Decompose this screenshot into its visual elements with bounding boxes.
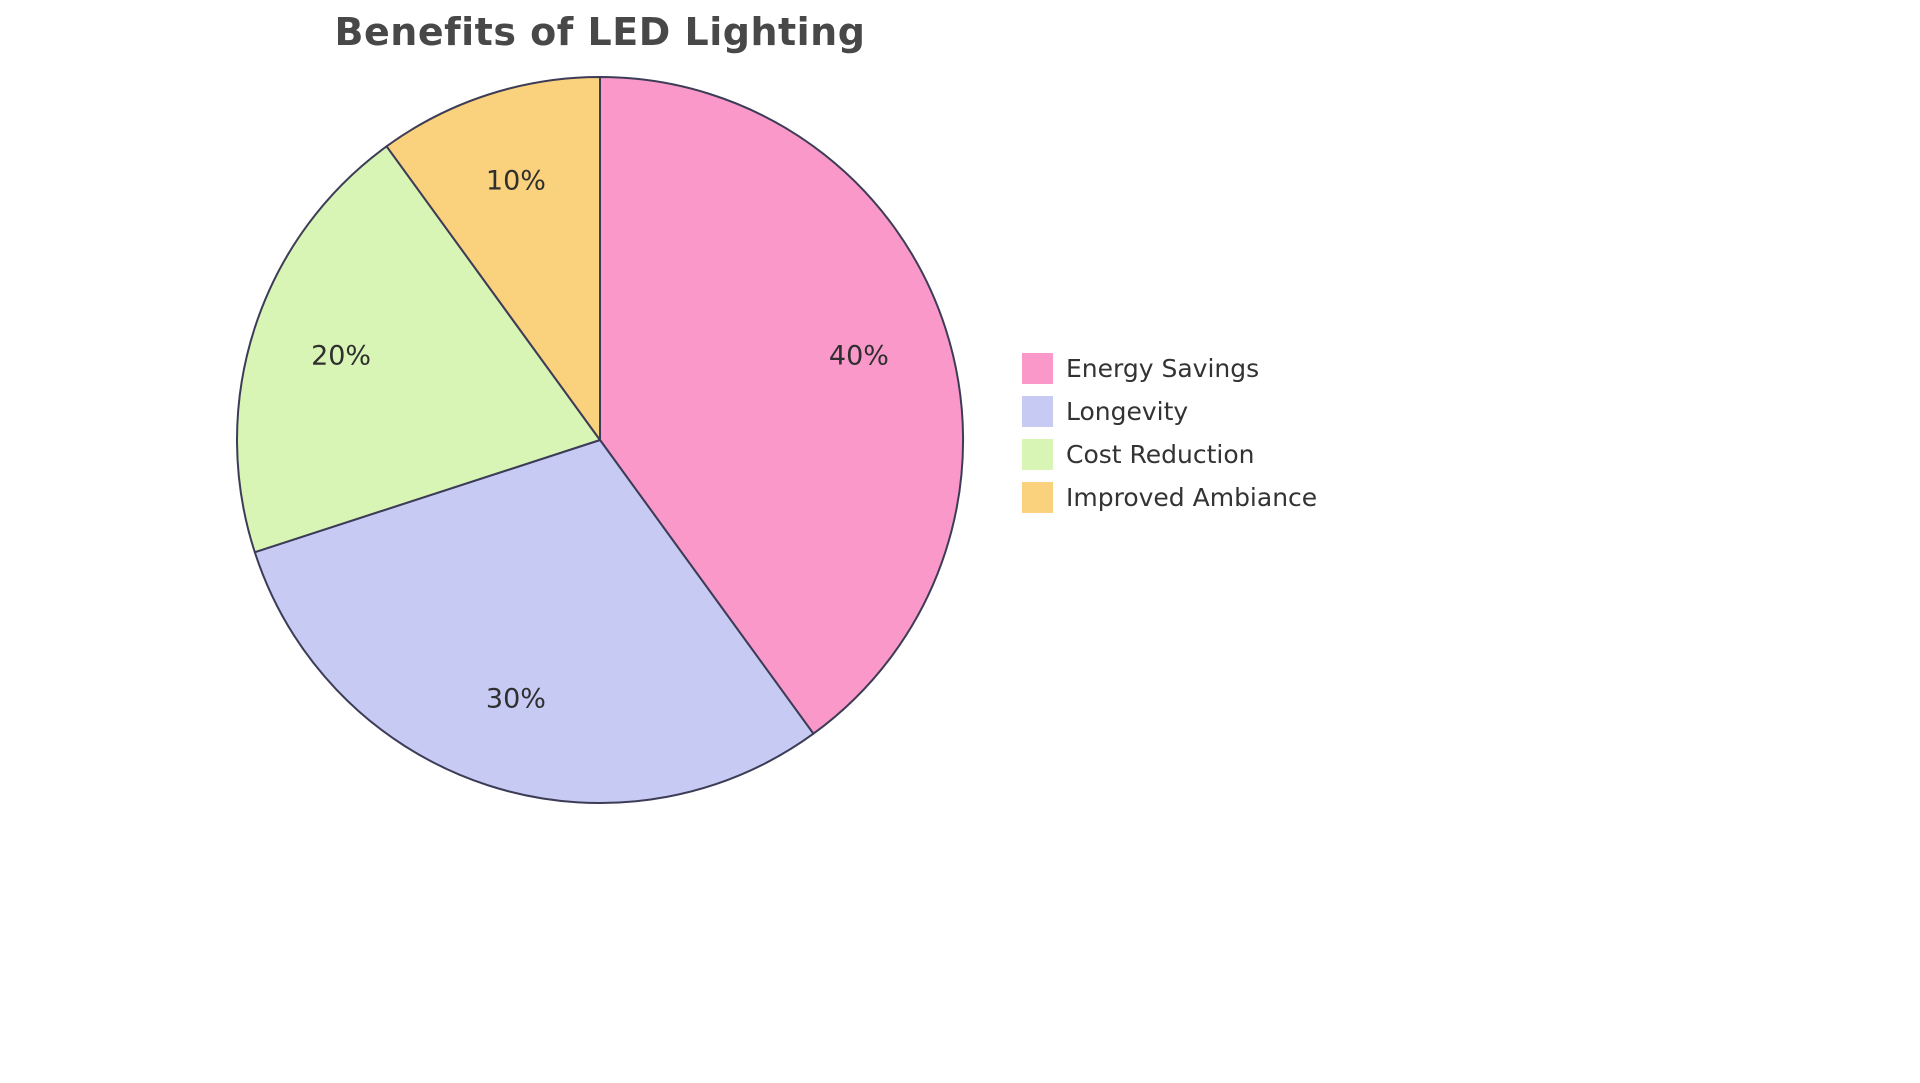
chart-title: Benefits of LED Lighting [334, 10, 866, 54]
pie-slice-energy-savings [599, 76, 965, 735]
legend-item-cost-reduction: Cost Reduction [1022, 439, 1317, 470]
legend-swatch-improved-ambiance [1022, 482, 1053, 513]
legend-swatch-longevity [1022, 396, 1053, 427]
legend: Energy Savings Longevity Cost Reduction Imp… [1022, 353, 1317, 513]
legend-label-longevity: Longevity [1066, 397, 1189, 426]
slice-label-energy-savings: 40% [829, 340, 889, 371]
slice-label-longevity: 30% [486, 683, 546, 714]
legend-item-longevity: Longevity [1022, 396, 1317, 427]
pie-slice-improved-ambiance [385, 76, 601, 441]
legend-item-energy-savings: Energy Savings [1022, 353, 1317, 384]
pie-slice-cost-reduction [236, 145, 601, 554]
legend-swatch-energy-savings [1022, 353, 1053, 384]
legend-label-improved-ambiance: Improved Ambiance [1066, 483, 1318, 512]
legend-label-energy-savings: Energy Savings [1066, 354, 1260, 383]
slice-label-cost-reduction: 20% [311, 340, 371, 371]
slice-label-improved-ambiance: 10% [486, 166, 546, 197]
legend-label-cost-reduction: Cost Reduction [1066, 440, 1255, 469]
legend-swatch-cost-reduction [1022, 439, 1053, 470]
legend-item-improved-ambiance: Improved Ambiance [1022, 482, 1317, 513]
pie-slice-longevity [253, 439, 815, 804]
